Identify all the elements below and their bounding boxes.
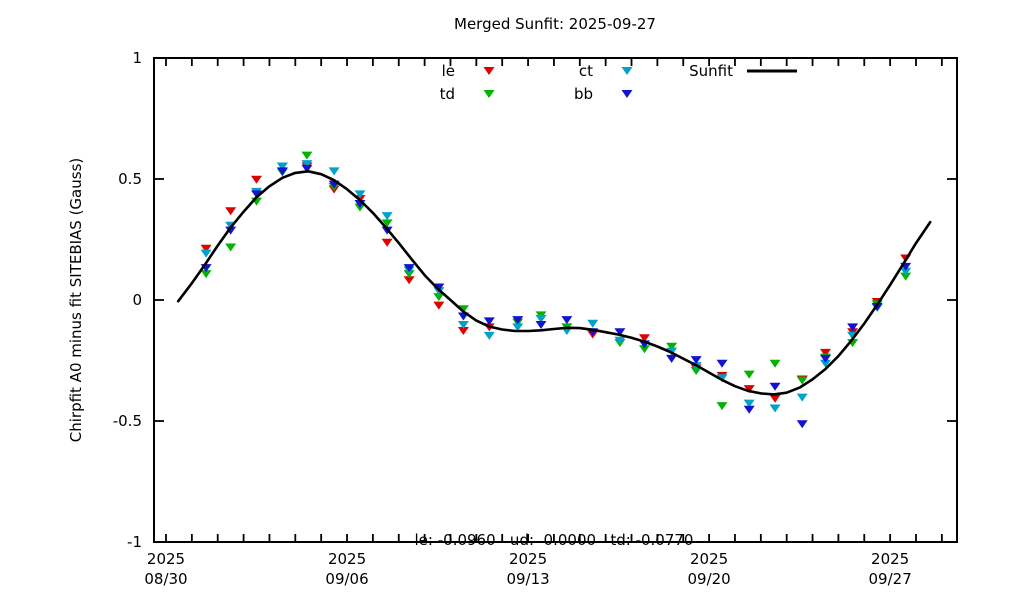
scatter-point-td [769,359,781,368]
scatter-point-bb [535,321,547,329]
scatter-point-bb [225,226,237,235]
legend-entry-sunfit: Sunfit [640,62,797,80]
scatter-point-bb [819,354,831,363]
scatter-point-ct [769,404,781,413]
scatter-point-td [796,376,808,385]
scatter-point-td [716,402,728,411]
x-tick-label-year: 2025 [509,550,547,568]
scatter-point-ct [381,212,393,221]
scatter-point-bb [666,354,678,363]
scatter-point-bb [561,316,573,325]
y-tick-label: -1 [127,533,142,551]
scatter-point-td [433,293,445,302]
scatter-point-ct [716,374,728,383]
scatter-point-ct [614,336,626,345]
scatter-point-bb [251,190,263,199]
sunfit-curve [176,170,932,396]
scatter-point-td [381,219,393,228]
scatter-point-td [301,151,313,160]
scatter-point-ct [512,323,524,332]
scatter-point-le [743,385,755,394]
y-tick-label: 1 [132,49,142,67]
scatter-point-bb [403,264,415,273]
legend-label-le: le [441,62,455,80]
scatter-point-le [457,327,469,336]
x-tick-label-year: 2025 [328,550,366,568]
scatter-point-bb [276,167,288,176]
y-tick-label: 0.5 [118,170,142,188]
scatter-point-bb [483,317,495,326]
scatter-point-ct [301,160,313,169]
x-tick-label-year: 2025 [147,550,185,568]
scatter-point-bb [716,359,728,368]
chart-title: Merged Sunfit: 2025-09-27 [454,15,656,33]
scatter-point-le [251,175,263,184]
legend-label-ct: ct [578,62,593,80]
legend-entry-le: le [395,62,495,80]
scatter-point-td [638,345,650,354]
scatter-point-le [225,207,237,216]
scatter-point-td [690,366,702,375]
scatter-point-ct [900,267,912,276]
fit-coefficients-text: le: -0.0960 ud: 0.0000 td: -0.0770 ct: -… [154,480,954,600]
y-axis-label: Chirpfit A0 minus fit SITEBIAS (Gauss) [67,157,85,443]
legend-label-sunfit: Sunfit [689,62,733,80]
scatter-point-ct [483,331,495,340]
scatter-point-le [769,394,781,403]
bb-triangle-marker-icon [621,90,633,98]
legend-entry-td: td [395,85,495,103]
legend-entry-bb: bb [533,85,633,103]
scatter-point-bb [743,405,755,414]
scatter-point-bb [512,316,524,325]
scatter-point-ct [276,162,288,171]
scatter-point-ct [743,399,755,408]
scatter-point-bb [301,164,313,173]
plot-border [153,57,958,543]
scatter-point-le [638,334,650,343]
le-triangle-marker-icon [483,67,495,75]
scatter-point-ct [200,249,212,258]
scatter-point-bb [690,356,702,365]
scatter-point-le [200,244,212,253]
y-tick-label: -0.5 [113,412,142,430]
scatter-point-le [403,276,415,285]
x-tick-label-date: 09/20 [687,570,730,588]
scatter-point-le [381,238,393,247]
scatter-point-bb [847,323,859,332]
scatter-point-ct [535,314,547,323]
scatter-point-td [666,342,678,351]
scatter-point-td [743,370,755,379]
scatter-point-le [819,348,831,357]
x-tick-label-date: 09/13 [506,570,549,588]
fit-coefficients-line1: le: -0.0960 ud: 0.0000 td: -0.0770 [414,531,694,549]
legend-label-td: td [439,85,455,103]
scatter-point-bb [796,420,808,429]
scatter-point-td [457,305,469,314]
scatter-point-ct [796,393,808,402]
scatter-point-bb [614,328,626,337]
scatter-point-bb [769,382,781,391]
scatter-point-ct [587,319,599,328]
y-tick-label: 0 [132,291,142,309]
x-tick-label-date: 08/30 [144,570,187,588]
legend-entry-ct: ct [533,62,633,80]
x-tick-label-date: 09/27 [869,570,912,588]
x-tick-label-year: 2025 [871,550,909,568]
scatter-point-ct [457,321,469,329]
scatter-point-ct [328,167,340,176]
scatter-point-le [433,301,445,310]
sunfit-line-sample-icon [747,69,797,73]
scatter-point-ct [819,359,831,368]
scatter-point-td [200,270,212,279]
scatter-point-ct [354,190,366,199]
scatter-point-td [900,272,912,281]
legend-label-bb: bb [573,85,593,103]
scatter-point-td [225,243,237,252]
x-tick-label-date: 09/06 [325,570,368,588]
x-tick-label-year: 2025 [690,550,728,568]
td-triangle-marker-icon [483,90,495,98]
ct-triangle-marker-icon [621,67,633,75]
